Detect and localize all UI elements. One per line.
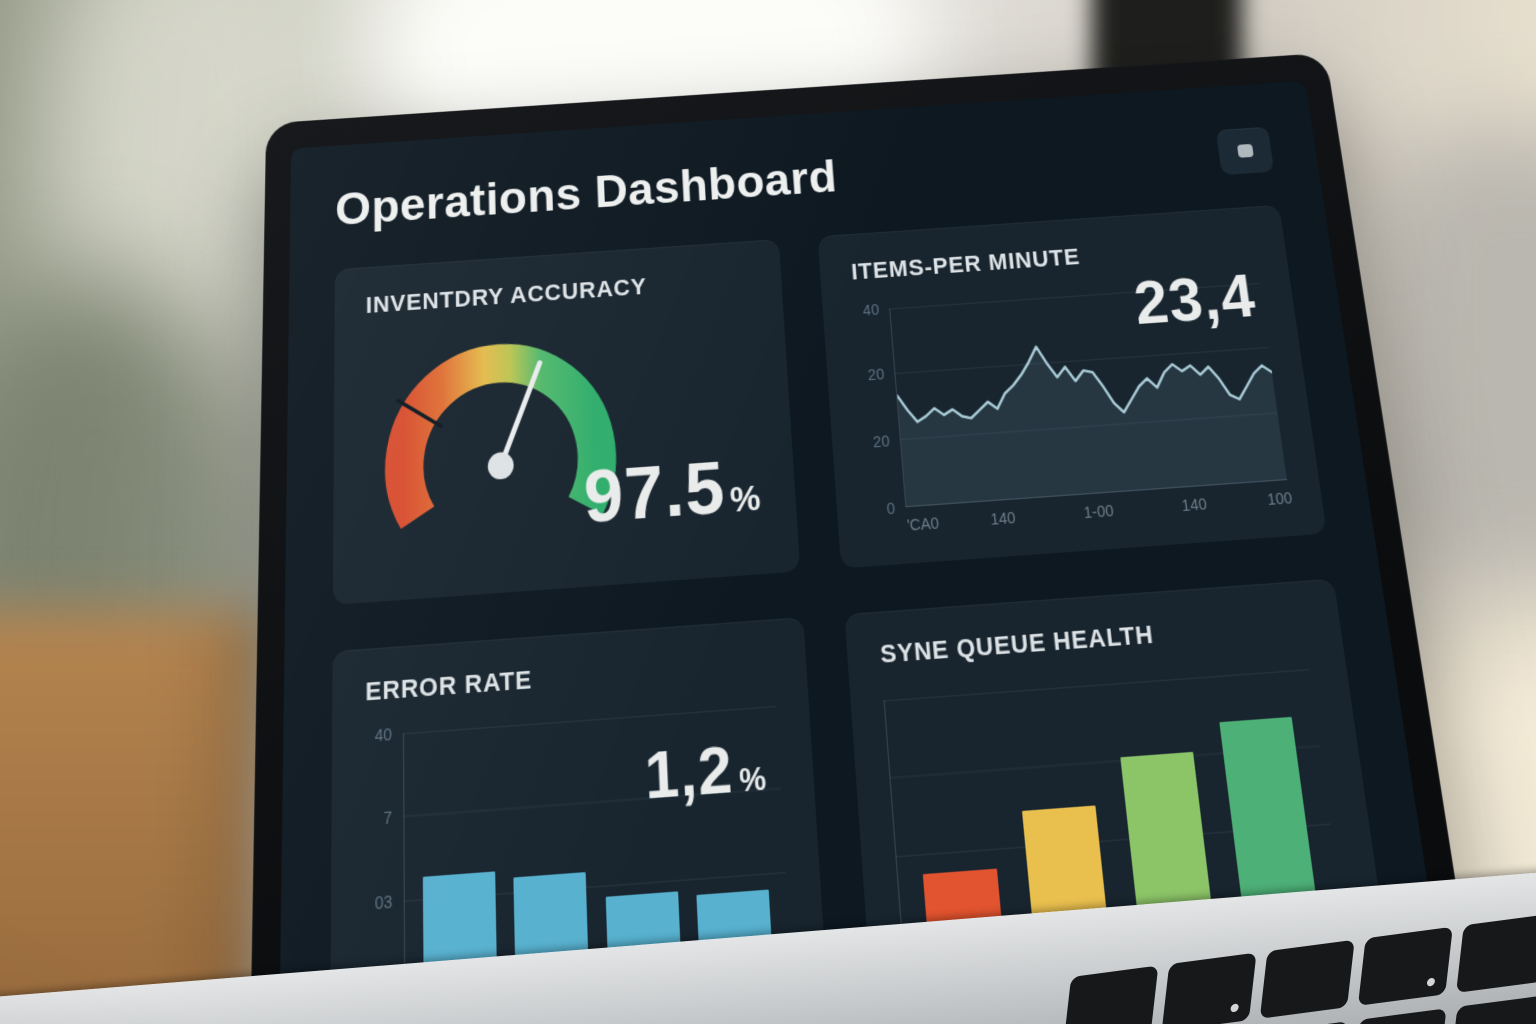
x-tick-label: 140 (1180, 494, 1208, 515)
y-axis-labels: 407030 (363, 725, 404, 1001)
keyboard-key (1351, 1008, 1447, 1024)
background-plant-blur (0, 270, 260, 830)
x-tick-label: 1-00 (1082, 501, 1115, 522)
x-tick-label: 'CA0 (906, 513, 940, 535)
line-plot-area (889, 282, 1288, 508)
keyboard-key (1456, 913, 1536, 993)
y-tick-label: 7 (383, 807, 393, 828)
bar (1120, 751, 1213, 919)
page-title: Operations Dashboard (335, 149, 839, 236)
keyboard-key (1449, 995, 1536, 1024)
menu-icon (1236, 143, 1254, 158)
value-number: 1,2 (643, 731, 736, 814)
keyboard-key (1259, 939, 1355, 1019)
card-title: ERROR RATE (365, 664, 533, 707)
value-number: 97.5 (582, 445, 728, 539)
inventory-accuracy-value: 97.5% (583, 442, 764, 539)
laptop-bezel: Operations Dashboard INVENTDRY ACCURACY … (240, 52, 1536, 1024)
y-tick-label: 03 (374, 892, 393, 914)
x-tick-label: 100 (1266, 488, 1294, 509)
card-title: INVENTDRY ACCURACY (365, 272, 648, 319)
dashboard-screen: Operations Dashboard INVENTDRY ACCURACY … (272, 80, 1509, 1024)
x-tick-label: 140 (989, 508, 1017, 529)
items-per-minute-value: 23,4 (1131, 261, 1260, 339)
y-tick-label: 20 (872, 431, 891, 451)
line-chart: 40 20 20 0 (852, 282, 1288, 518)
y-tick-label: 40 (374, 724, 392, 745)
y-tick-label: 40 (862, 300, 880, 319)
card-items-per-minute: ITEMS-PER MINUTE 40 20 20 0 'CA0 140 1-00 140 1… (817, 204, 1327, 569)
keyboard-key (1161, 952, 1257, 1024)
percent-sign: % (738, 760, 769, 799)
bar (1219, 716, 1318, 911)
error-rate-value: 1,2% (643, 728, 768, 814)
keyboard-key (1357, 926, 1453, 1006)
background-desk-wood (0, 610, 260, 1024)
card-inventory-accuracy: INVENTDRY ACCURACY 97.5% (333, 239, 801, 606)
cards-grid: INVENTDRY ACCURACY 97.5% ITEMS-PER MINUT… (330, 204, 1392, 1024)
card-title: SYNE QUEUE HEALTH (879, 619, 1156, 669)
y-tick-label: 20 (867, 365, 885, 384)
dashboard-action-button[interactable] (1215, 126, 1275, 176)
percent-sign: % (728, 477, 763, 520)
value-number: 23,4 (1130, 261, 1260, 338)
y-tick-label: 0 (885, 499, 896, 518)
